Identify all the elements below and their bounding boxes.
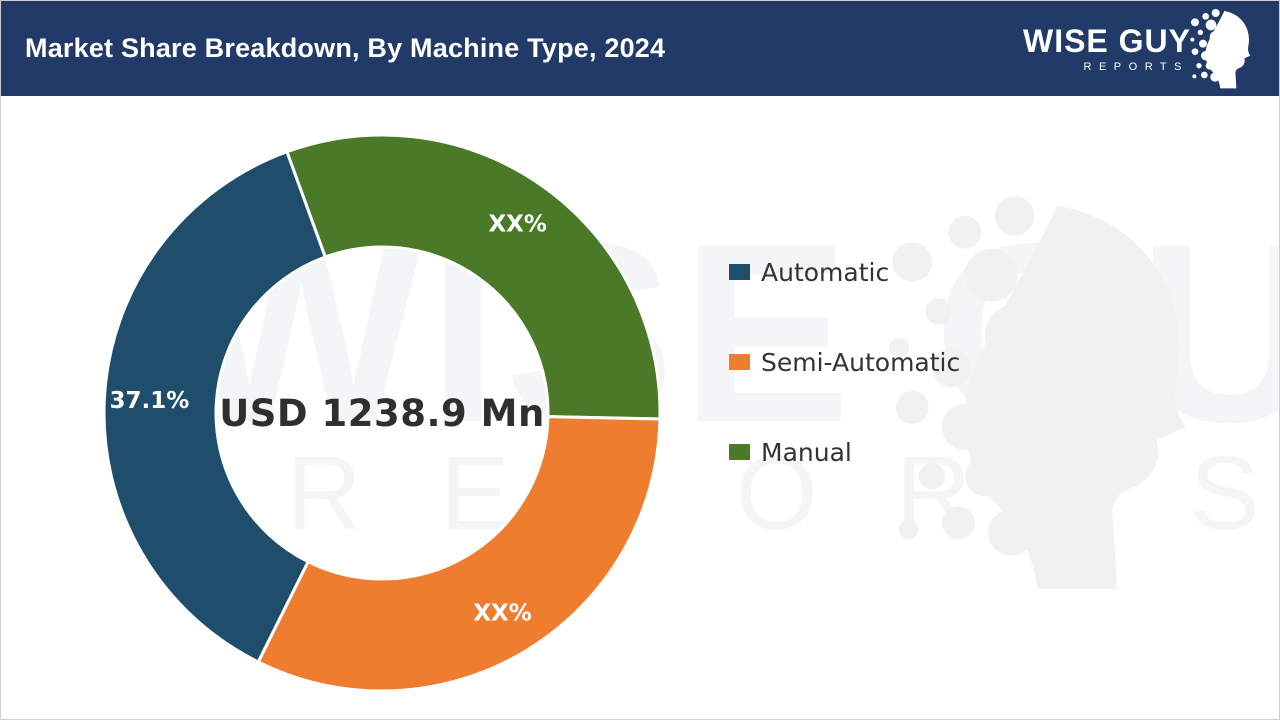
- legend-label-automatic: Automatic: [761, 257, 890, 287]
- legend-swatch-manual: [729, 444, 750, 460]
- face-profile-logo-icon: [1190, 8, 1251, 88]
- slice-label-manual: XX%: [488, 212, 547, 238]
- page-title: Market Share Breakdown, By Machine Type,…: [25, 33, 666, 63]
- donut-chart: XX% XX% 37.1%: [102, 133, 662, 693]
- donut-slice-manual: [285, 133, 662, 421]
- legend-swatch-automatic: [729, 264, 750, 280]
- chart-center-value: USD 1238.9 Mn: [219, 391, 545, 435]
- legend-item-automatic: Automatic: [729, 256, 960, 288]
- donut-slice-semi-automatic: [256, 415, 662, 693]
- legend-swatch-semi-automatic: [729, 354, 750, 370]
- legend-label-semi-automatic: Semi-Automatic: [761, 347, 961, 377]
- chart-legend: Automatic Semi-Automatic Manual: [729, 256, 960, 526]
- slice-label-semi-automatic: XX%: [473, 600, 532, 626]
- brand-logo-name: WISE GUY: [1022, 22, 1191, 59]
- donut-slice-automatic: [102, 150, 327, 664]
- brand-logo-text: WISE GUY REPORTS: [1023, 25, 1191, 73]
- legend-item-manual: Manual: [729, 436, 960, 468]
- brand-logo: WISE GUY REPORTS: [1023, 8, 1255, 89]
- legend-label-manual: Manual: [761, 437, 852, 467]
- watermark-face-icon: [889, 196, 1187, 589]
- slice-label-automatic: 37.1%: [110, 388, 190, 414]
- header-bar: Market Share Breakdown, By Machine Type,…: [1, 1, 1279, 96]
- brand-logo-subtitle: REPORTS: [1083, 60, 1189, 73]
- legend-item-semi-automatic: Semi-Automatic: [729, 346, 960, 378]
